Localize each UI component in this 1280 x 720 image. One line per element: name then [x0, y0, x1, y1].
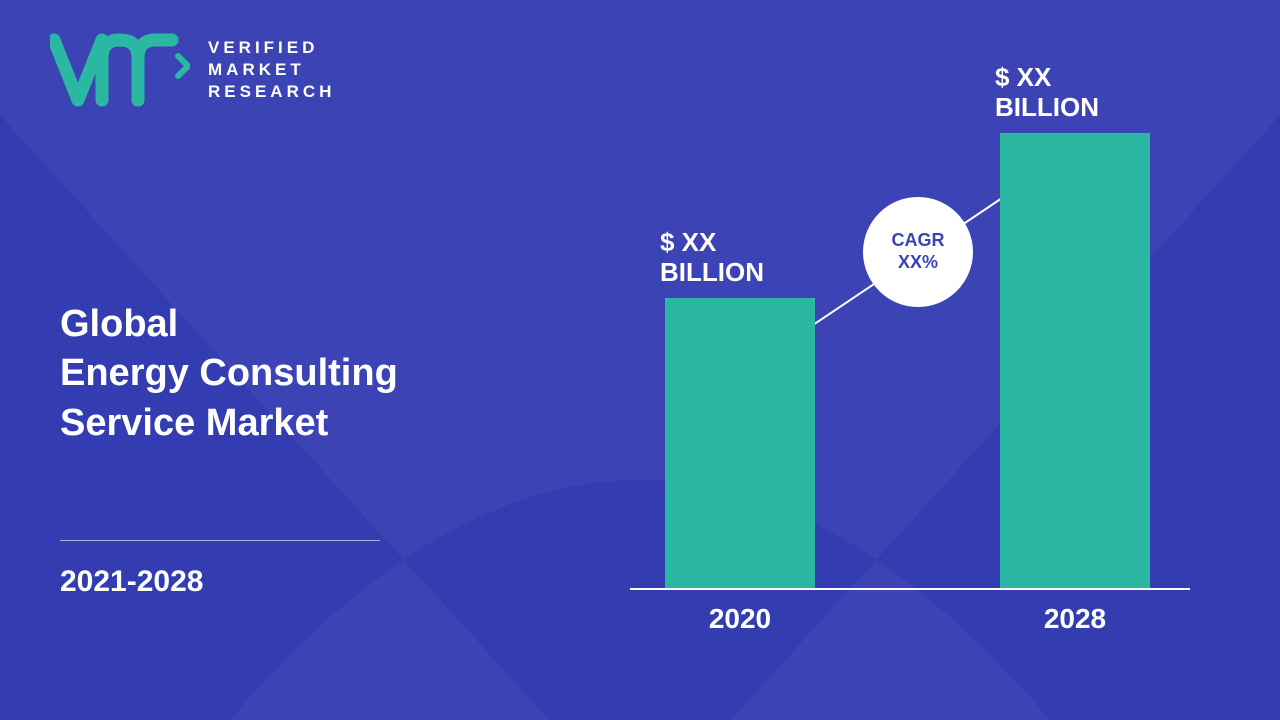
logo-line3: RESEARCH [208, 81, 335, 103]
bar-2020 [665, 298, 815, 588]
bar-value-2020: $ XXBILLION [660, 228, 764, 288]
logo-mark [50, 30, 190, 110]
title-line2: Energy Consulting [60, 349, 398, 398]
cagr-line2: XX% [898, 252, 938, 274]
bar-category-2020: 2020 [665, 603, 815, 635]
cagr-line1: CAGR [892, 230, 945, 252]
bar-value-2028: $ XXBILLION [995, 63, 1099, 123]
page-title: Global Energy Consulting Service Market [60, 300, 398, 448]
logo-line1: VERIFIED [208, 37, 335, 59]
logo: VERIFIED MARKET RESEARCH [50, 30, 335, 110]
title-line3: Service Market [60, 399, 398, 448]
infographic-canvas: VERIFIED MARKET RESEARCH Global Energy C… [0, 0, 1280, 720]
period-text: 2021-2028 [60, 565, 203, 599]
x-axis [630, 588, 1190, 590]
title-line1: Global [60, 300, 398, 349]
bar-2028 [1000, 133, 1150, 588]
logo-line2: MARKET [208, 59, 335, 81]
divider [60, 540, 380, 541]
bar-chart: CAGR XX% 2020$ XXBILLION2028$ XXBILLION [630, 30, 1190, 590]
bar-category-2028: 2028 [1000, 603, 1150, 635]
cagr-badge: CAGR XX% [863, 197, 973, 307]
logo-text: VERIFIED MARKET RESEARCH [208, 37, 335, 103]
